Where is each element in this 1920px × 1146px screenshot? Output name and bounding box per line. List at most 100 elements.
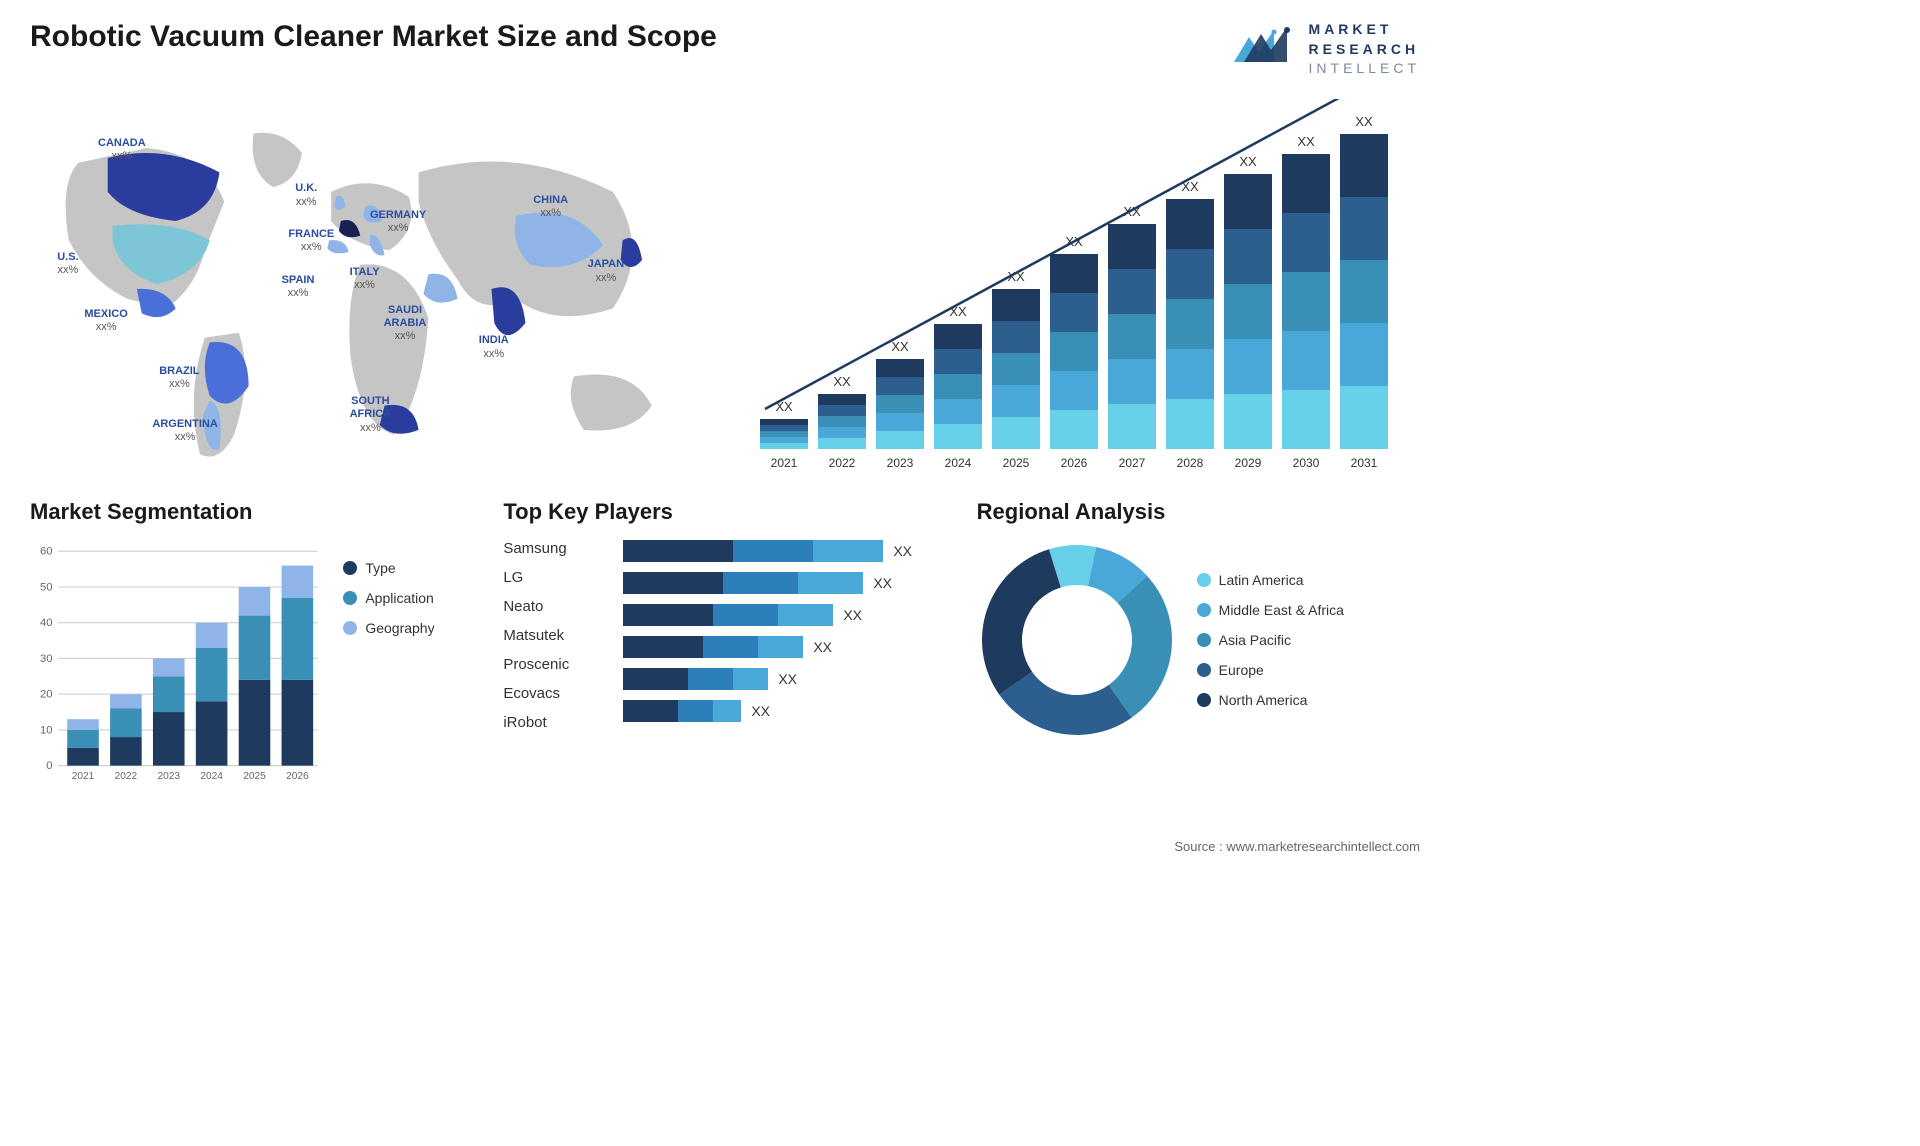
bar-segment (703, 636, 758, 658)
bar-segment (798, 572, 863, 594)
bar-segment (713, 604, 778, 626)
source-text: Source : www.marketresearchintellect.com (1174, 839, 1420, 854)
legend-label: North America (1219, 692, 1308, 708)
map-label: U.K.xx% (295, 182, 317, 208)
map-label: JAPANxx% (588, 258, 624, 284)
player-bar-row: XX (623, 668, 946, 690)
player-name: Samsung (503, 540, 603, 557)
logo-icon (1229, 22, 1299, 77)
legend-label: Type (365, 560, 395, 576)
svg-text:30: 30 (40, 653, 53, 665)
bar-segment (688, 668, 733, 690)
svg-text:XX: XX (1355, 114, 1373, 129)
player-bar-label: XX (843, 607, 862, 623)
map-label: SOUTHAFRICAxx% (350, 395, 392, 435)
svg-text:10: 10 (40, 724, 53, 736)
bar-segment (678, 700, 713, 722)
map-label: CANADAxx% (98, 137, 146, 163)
map-label: INDIAxx% (479, 334, 509, 360)
map-label: BRAZILxx% (159, 365, 199, 391)
regional-title: Regional Analysis (977, 499, 1420, 525)
svg-text:2025: 2025 (1003, 456, 1030, 470)
player-bar-row: XX (623, 604, 946, 626)
svg-text:2029: 2029 (1235, 456, 1262, 470)
segmentation-legend: Type Application Geography (343, 540, 473, 793)
player-bar (623, 668, 768, 690)
logo-line2: RESEARCH (1309, 40, 1420, 60)
svg-text:2028: 2028 (1177, 456, 1204, 470)
svg-text:60: 60 (40, 545, 53, 557)
logo-line3: INTELLECT (1309, 59, 1420, 79)
player-name: Proscenic (503, 656, 603, 673)
bar-segment (813, 540, 883, 562)
svg-text:XX: XX (833, 374, 851, 389)
bar-segment (723, 572, 798, 594)
bar-segment (733, 668, 768, 690)
player-bar (623, 572, 863, 594)
bottom-row: Market Segmentation 01020304050602021202… (30, 499, 1420, 779)
swatch-icon (343, 561, 357, 575)
player-bar (623, 540, 883, 562)
map-label: MEXICOxx% (84, 308, 127, 334)
swatch-icon (1197, 603, 1211, 617)
player-name: Ecovacs (503, 685, 603, 702)
logo-line1: MARKET (1309, 20, 1420, 40)
legend-item: Geography (343, 620, 473, 636)
bar-segment (623, 700, 678, 722)
world-map: CANADAxx% U.S.xx% MEXICOxx% BRAZILxx% ARGENT… (30, 99, 710, 479)
header: Robotic Vacuum Cleaner Market Size and S… (30, 20, 1420, 79)
logo-text: MARKET RESEARCH INTELLECT (1309, 20, 1420, 79)
page-title: Robotic Vacuum Cleaner Market Size and S… (30, 20, 717, 54)
bar-segment (623, 668, 688, 690)
map-label: ARGENTINAxx% (152, 418, 217, 444)
svg-text:2022: 2022 (115, 771, 138, 782)
top-row: CANADAxx% U.S.xx% MEXICOxx% BRAZILxx% ARGENT… (30, 99, 1420, 479)
legend-item: Asia Pacific (1197, 632, 1344, 648)
svg-text:0: 0 (46, 760, 52, 772)
bar-segment (623, 604, 713, 626)
players-panel: Top Key Players SamsungLGNeatoMatsutekPr… (503, 499, 946, 779)
players-bars: XXXXXXXXXXXX (623, 540, 946, 731)
swatch-icon (1197, 633, 1211, 647)
player-bar-row: XX (623, 572, 946, 594)
svg-text:2021: 2021 (771, 456, 798, 470)
growth-chart: XX2021XX2022XX2023XX2024XX2025XX2026XX20… (740, 99, 1420, 479)
legend-item: Application (343, 590, 473, 606)
legend-label: Middle East & Africa (1219, 602, 1344, 618)
svg-text:2026: 2026 (1061, 456, 1088, 470)
player-name: LG (503, 569, 603, 586)
donut-chart (977, 540, 1177, 740)
svg-text:2030: 2030 (1293, 456, 1320, 470)
segmentation-wrap: 0102030405060202120222023202420252026 Ty… (30, 540, 473, 793)
svg-text:2023: 2023 (887, 456, 914, 470)
swatch-icon (343, 621, 357, 635)
svg-text:40: 40 (40, 617, 53, 629)
svg-text:20: 20 (40, 688, 53, 700)
page: Robotic Vacuum Cleaner Market Size and S… (0, 0, 1450, 866)
legend-label: Geography (365, 620, 434, 636)
map-label: GERMANYxx% (370, 209, 426, 235)
players-wrap: SamsungLGNeatoMatsutekProscenicEcovacsiR… (503, 540, 946, 731)
bar-segment (778, 604, 833, 626)
bar-segment (758, 636, 803, 658)
player-bar (623, 636, 803, 658)
segmentation-panel: Market Segmentation 01020304050602021202… (30, 499, 473, 779)
player-bar-label: XX (813, 639, 832, 655)
map-label: ITALYxx% (350, 266, 380, 292)
segmentation-chart: 0102030405060202120222023202420252026 (30, 540, 323, 793)
legend-item: Latin America (1197, 572, 1344, 588)
player-bar-label: XX (751, 703, 770, 719)
growth-bars: XX2021XX2022XX2023XX2024XX2025XX2026XX20… (740, 99, 1420, 479)
swatch-icon (1197, 663, 1211, 677)
players-list: SamsungLGNeatoMatsutekProscenicEcovacsiR… (503, 540, 603, 731)
legend-item: Europe (1197, 662, 1344, 678)
legend-label: Latin America (1219, 572, 1304, 588)
segmentation-title: Market Segmentation (30, 499, 473, 525)
bar-segment (623, 636, 703, 658)
map-label: SAUDIARABIAxx% (384, 304, 427, 344)
svg-text:2021: 2021 (72, 771, 95, 782)
map-label: U.S.xx% (57, 251, 78, 277)
svg-text:2025: 2025 (243, 771, 266, 782)
legend-label: Application (365, 590, 434, 606)
legend-label: Europe (1219, 662, 1264, 678)
